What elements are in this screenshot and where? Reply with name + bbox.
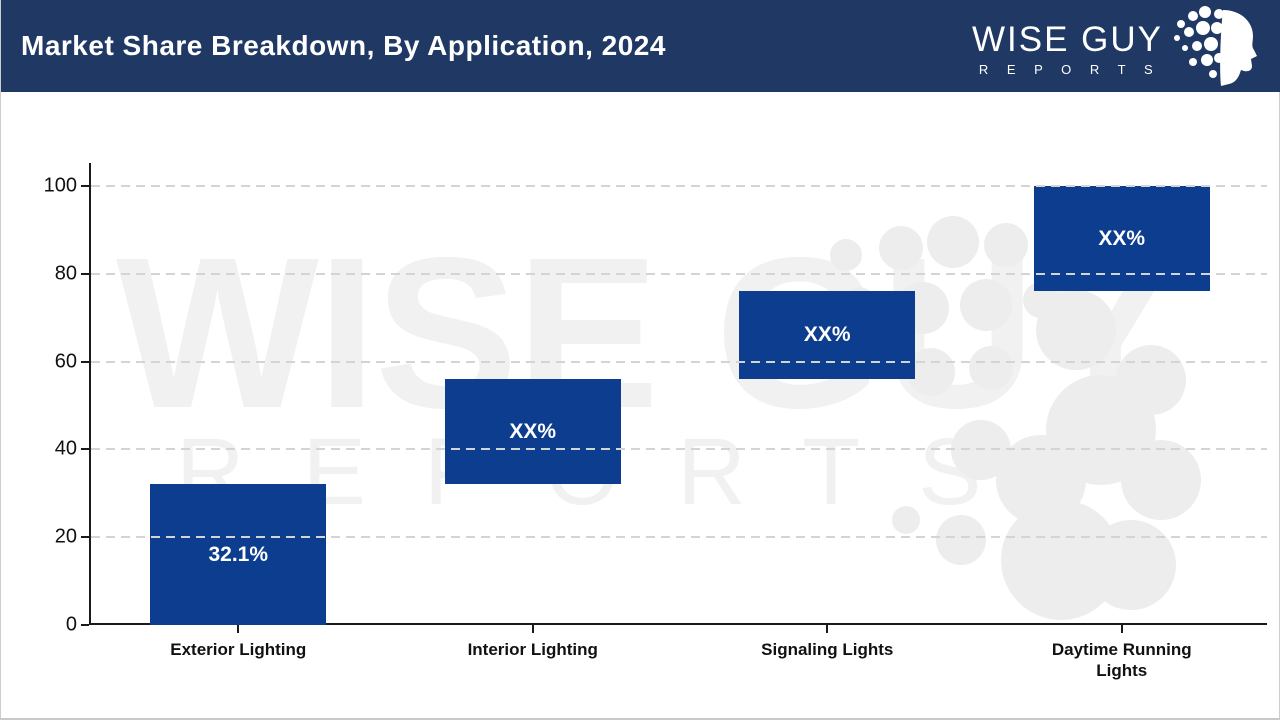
gridline-y100 bbox=[91, 185, 1267, 187]
watermark-dot bbox=[936, 515, 986, 565]
logo-head-icon bbox=[1174, 6, 1257, 86]
y-tick-mark bbox=[81, 536, 89, 539]
header-bar: Market Share Breakdown, By Application, … bbox=[1, 0, 1280, 92]
chart-title: Market Share Breakdown, By Application, … bbox=[21, 30, 666, 61]
y-tick-mark bbox=[81, 624, 89, 626]
x-tick-label-interior-lighting: Interior Lighting bbox=[467, 640, 598, 659]
watermark-dot bbox=[1086, 520, 1176, 610]
logo-wordmark: WISE GUY bbox=[971, 19, 1163, 59]
y-tick-mark bbox=[81, 360, 89, 363]
watermark-dot bbox=[1121, 440, 1201, 520]
x-tick-label-exterior-lighting: Exterior Lighting bbox=[170, 640, 307, 659]
x-tick-mark bbox=[1120, 625, 1123, 633]
y-tick-label: 0 bbox=[65, 613, 77, 636]
y-tick-mark bbox=[81, 185, 89, 187]
x-tick-mark bbox=[531, 625, 534, 633]
x-tick-mark bbox=[237, 625, 240, 633]
watermark-dot bbox=[984, 223, 1028, 267]
watermark-dot bbox=[830, 239, 862, 271]
brand-logo: WISE GUY R E P O R T S bbox=[972, 6, 1263, 90]
watermark-dot bbox=[1036, 290, 1116, 370]
x-tick-mark bbox=[826, 625, 829, 633]
gridline-y60 bbox=[91, 360, 1267, 363]
y-tick-label: 80 bbox=[54, 262, 77, 285]
y-tick-mark bbox=[81, 272, 89, 275]
y-tick-label: 20 bbox=[54, 525, 77, 548]
y-tick-mark bbox=[81, 448, 89, 451]
x-tick-label-signaling-lights: Signaling Lights bbox=[761, 640, 894, 659]
y-tick-label: 100 bbox=[43, 174, 77, 197]
bar-daytime-running-lights: XX% bbox=[1033, 186, 1210, 292]
y-tick-label: 40 bbox=[54, 437, 77, 460]
bar-exterior-lighting: 32.1% bbox=[150, 484, 327, 625]
gridline-y80 bbox=[91, 272, 1267, 275]
watermark-dot bbox=[879, 226, 923, 270]
gridline-y40 bbox=[91, 448, 1267, 451]
watermark-dot bbox=[969, 346, 1013, 390]
watermark-dot bbox=[892, 506, 920, 534]
bar-value-label: 32.1% bbox=[208, 542, 269, 566]
bar-interior-lighting: XX% bbox=[444, 379, 621, 485]
bar-value-label: XX% bbox=[509, 419, 557, 443]
plot-area: 0 20 40 60 80 100 32.1% Exterior Lighting XX% Int… bbox=[44, 163, 1267, 680]
y-tick-label: 60 bbox=[54, 350, 77, 373]
x-tick-label-daytime-running-lights: Daytime Running Lights bbox=[1051, 640, 1192, 681]
watermark-dot bbox=[927, 216, 979, 268]
bar-value-label: XX% bbox=[803, 323, 851, 347]
bar-value-label: XX% bbox=[1098, 226, 1146, 250]
bar-signaling-lights: XX% bbox=[739, 291, 916, 380]
logo-subtitle: R E P O R T S bbox=[978, 61, 1161, 77]
gridline-y20 bbox=[91, 536, 1267, 539]
watermark-dot bbox=[960, 279, 1012, 331]
